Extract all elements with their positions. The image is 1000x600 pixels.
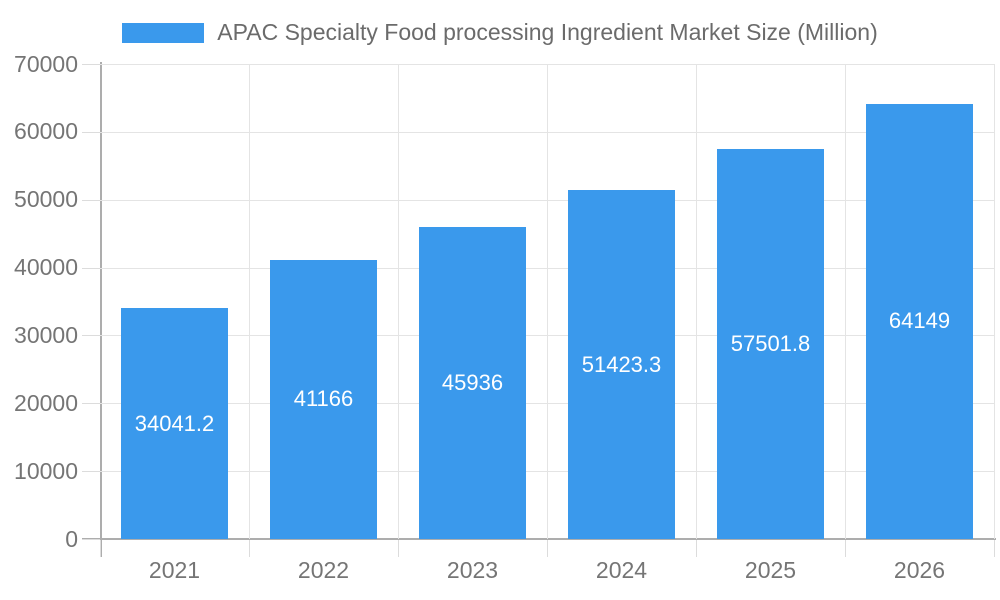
x-axis-tick-label: 2021	[148, 557, 201, 583]
x-axis-line	[82, 538, 996, 540]
bar: 41166	[270, 259, 377, 539]
x-axis-tick	[696, 540, 697, 557]
x-axis-tick	[249, 540, 250, 557]
v-gridline	[696, 64, 697, 539]
legend-item[interactable]: APAC Specialty Food processing Ingredien…	[122, 19, 878, 46]
x-axis-tick-label: 2023	[446, 557, 499, 583]
legend: APAC Specialty Food processing Ingredien…	[0, 19, 1000, 46]
x-axis-tick	[398, 540, 399, 557]
x-axis-tick	[994, 540, 995, 557]
y-axis-tick	[82, 403, 100, 405]
y-axis-tick	[82, 199, 100, 201]
y-axis-tick	[82, 267, 100, 269]
x-axis-tick	[547, 540, 548, 557]
v-gridline	[994, 64, 995, 539]
y-axis-tick-label: 40000	[14, 254, 78, 281]
y-axis-tick	[82, 539, 100, 540]
y-axis-tick-label: 30000	[14, 321, 78, 348]
x-axis-tick	[845, 540, 846, 557]
y-axis-line	[100, 62, 102, 557]
bar: 34041.2	[121, 308, 228, 539]
y-axis-tick-label: 10000	[14, 457, 78, 484]
x-axis-tick-label: 2026	[893, 557, 946, 583]
x-axis-tick-label: 2024	[595, 557, 648, 583]
y-axis-tick-label: 50000	[14, 186, 78, 213]
v-gridline	[845, 64, 846, 539]
bar: 64149	[866, 103, 973, 539]
y-axis-tick	[82, 471, 100, 473]
bar-value-label: 57501.8	[730, 330, 811, 356]
y-axis-tick	[82, 64, 100, 65]
y-axis-tick	[82, 131, 100, 133]
legend-label: APAC Specialty Food processing Ingredien…	[217, 19, 878, 45]
bar-value-label: 41166	[293, 386, 354, 412]
bar: 51423.3	[568, 190, 675, 539]
bar: 57501.8	[717, 148, 824, 539]
legend-swatch	[122, 22, 205, 43]
bar-value-label: 34041.2	[134, 410, 215, 436]
plot-area: 34041.2 41166 45936 51423.3 57501.8 64149	[100, 64, 995, 539]
bar-value-label: 51423.3	[581, 351, 662, 377]
v-gridline	[398, 64, 399, 539]
v-gridline	[249, 64, 250, 539]
x-axis-tick	[100, 540, 101, 557]
y-axis-tick-label: 60000	[14, 118, 78, 145]
bar-value-label: 45936	[441, 370, 504, 396]
v-gridline	[547, 64, 548, 539]
y-axis-tick-label: 0	[65, 525, 78, 552]
y-axis-tick	[82, 335, 100, 337]
x-axis-tick-label: 2022	[297, 557, 350, 583]
y-axis-tick-label: 70000	[14, 50, 78, 77]
x-axis-tick-label: 2025	[744, 557, 797, 583]
bar-value-label: 64149	[888, 308, 951, 334]
bar: 45936	[419, 227, 526, 539]
y-axis-tick-label: 20000	[14, 389, 78, 416]
